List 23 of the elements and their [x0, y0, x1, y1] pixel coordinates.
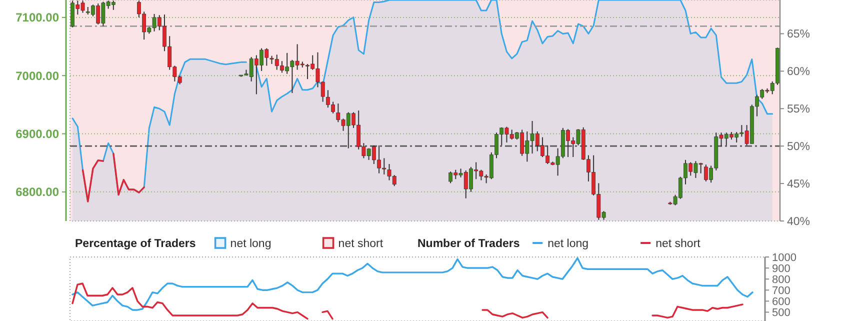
y2-tick-label: 45% [787, 178, 810, 191]
legend-title: Number of Traders [418, 238, 520, 250]
legend-title: Percentage of Traders [75, 238, 196, 250]
y-tick-label: 600 [772, 296, 790, 308]
y-tick-label: 6900.00 [16, 126, 60, 141]
legend-label: net long [230, 238, 272, 250]
y2-tick-label: 60% [787, 66, 810, 78]
y-tick-label: 800 [772, 274, 790, 286]
y2-tick-label: 65% [787, 28, 810, 41]
line-series [72, 257, 754, 311]
legend-label: net short [656, 238, 702, 250]
y-tick-label: 6800.00 [16, 185, 60, 200]
y-tick-label: 7000.00 [16, 68, 60, 83]
legend-label: net short [338, 238, 384, 250]
y-tick-label: 900 [772, 262, 790, 275]
y2-tick-label: 40% [787, 216, 810, 228]
y-tick-label: 700 [772, 284, 790, 297]
y-tick-label: 7100.00 [16, 10, 60, 25]
y-tick-label: 1000 [772, 252, 796, 264]
y-tick-label: 500 [772, 307, 790, 320]
y2-tick-label: 50% [787, 141, 810, 154]
y2-tick-label: 55% [787, 104, 810, 116]
legend-label: net long [548, 238, 589, 250]
